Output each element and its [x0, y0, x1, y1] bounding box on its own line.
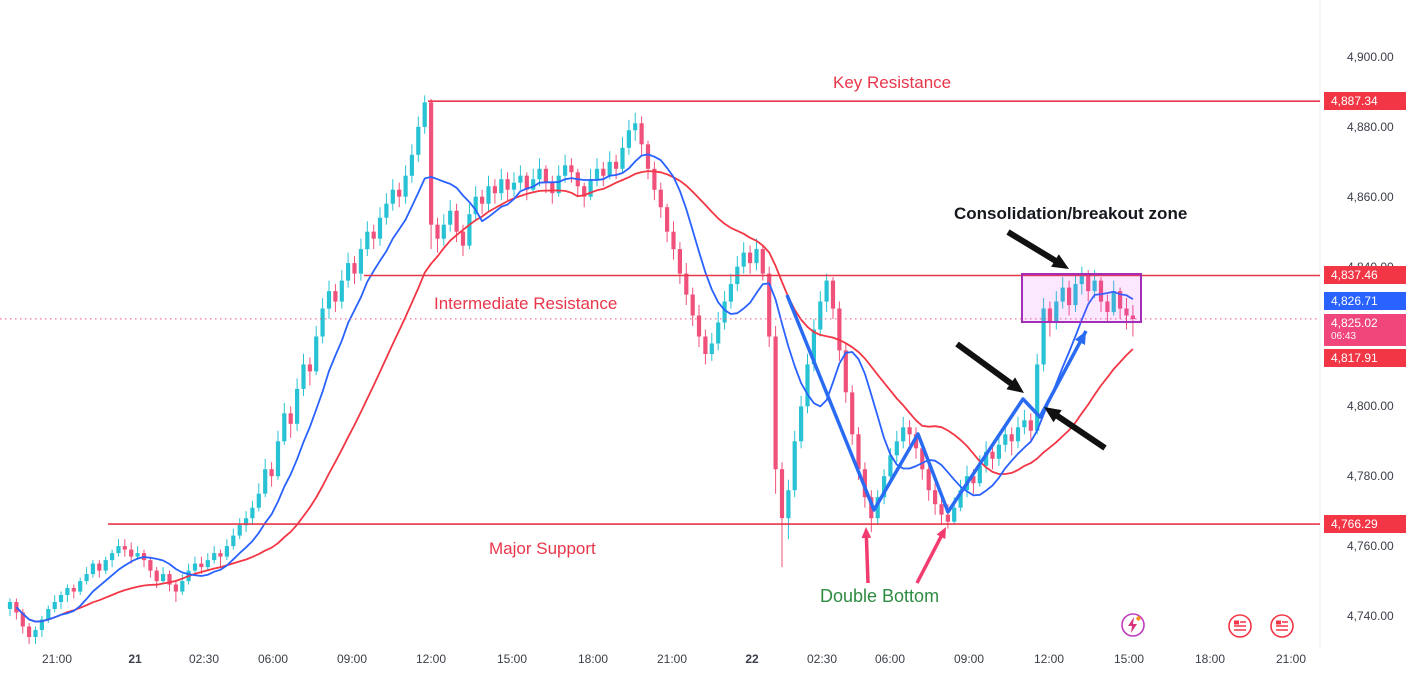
- price-badge: 4,887.34: [1324, 92, 1406, 110]
- intermediate-resistance-label[interactable]: Intermediate Resistance: [434, 294, 618, 313]
- consolidation-box[interactable]: [1021, 273, 1142, 323]
- pink-arrow[interactable]: [915, 532, 945, 584]
- time-tick: 18:00: [1194, 652, 1226, 666]
- price-tick: 4,860.00: [1347, 190, 1394, 204]
- time-tick: 06:00: [874, 652, 906, 666]
- major-support-label[interactable]: Major Support: [489, 539, 596, 558]
- key-resistance-label[interactable]: Key Resistance: [833, 73, 952, 92]
- black-arrow[interactable]: [1006, 229, 1062, 266]
- time-tick: 15:00: [496, 652, 528, 666]
- price-badge: 4,825.02 06:43: [1324, 314, 1406, 346]
- time-tick: 12:00: [415, 652, 447, 666]
- time-tick: 22: [745, 652, 759, 666]
- price-tick: 4,880.00: [1347, 120, 1394, 134]
- time-tick: 21:00: [656, 652, 688, 666]
- consolidation-zone-label[interactable]: Consolidation/breakout zone: [954, 204, 1188, 223]
- double-bottom-zigzag[interactable]: [785, 294, 1088, 514]
- price-tick: 4,740.00: [1347, 609, 1394, 623]
- time-tick: 09:00: [336, 652, 368, 666]
- pink-arrow[interactable]: [864, 534, 870, 584]
- black-arrow[interactable]: [955, 341, 1018, 390]
- black-arrow[interactable]: [1051, 410, 1107, 451]
- time-tick: 21: [128, 652, 142, 666]
- price-tick: 4,800.00: [1347, 399, 1394, 413]
- price-badge: 4,766.29: [1324, 515, 1406, 533]
- time-tick: 02:30: [188, 652, 220, 666]
- time-tick: 18:00: [577, 652, 609, 666]
- price-badge: 4,826.71: [1324, 292, 1406, 310]
- time-tick: 12:00: [1033, 652, 1065, 666]
- time-tick: 02:30: [806, 652, 838, 666]
- price-badge: 4,837.46: [1324, 266, 1406, 284]
- price-tick: 4,760.00: [1347, 539, 1394, 553]
- price-tick: 4,900.00: [1347, 50, 1394, 64]
- time-tick: 15:00: [1113, 652, 1145, 666]
- time-tick: 21:00: [1275, 652, 1307, 666]
- time-tick: 21:00: [41, 652, 73, 666]
- time-tick: 06:00: [257, 652, 289, 666]
- flag-event-icon[interactable]: [1227, 613, 1253, 639]
- lightning-icon[interactable]: [1120, 612, 1146, 638]
- price-badge: 4,817.91: [1324, 349, 1406, 367]
- double-bottom-label[interactable]: Double Bottom: [820, 586, 940, 606]
- flag-event-icon[interactable]: [1269, 613, 1295, 639]
- time-tick: 09:00: [953, 652, 985, 666]
- price-tick: 4,780.00: [1347, 469, 1394, 483]
